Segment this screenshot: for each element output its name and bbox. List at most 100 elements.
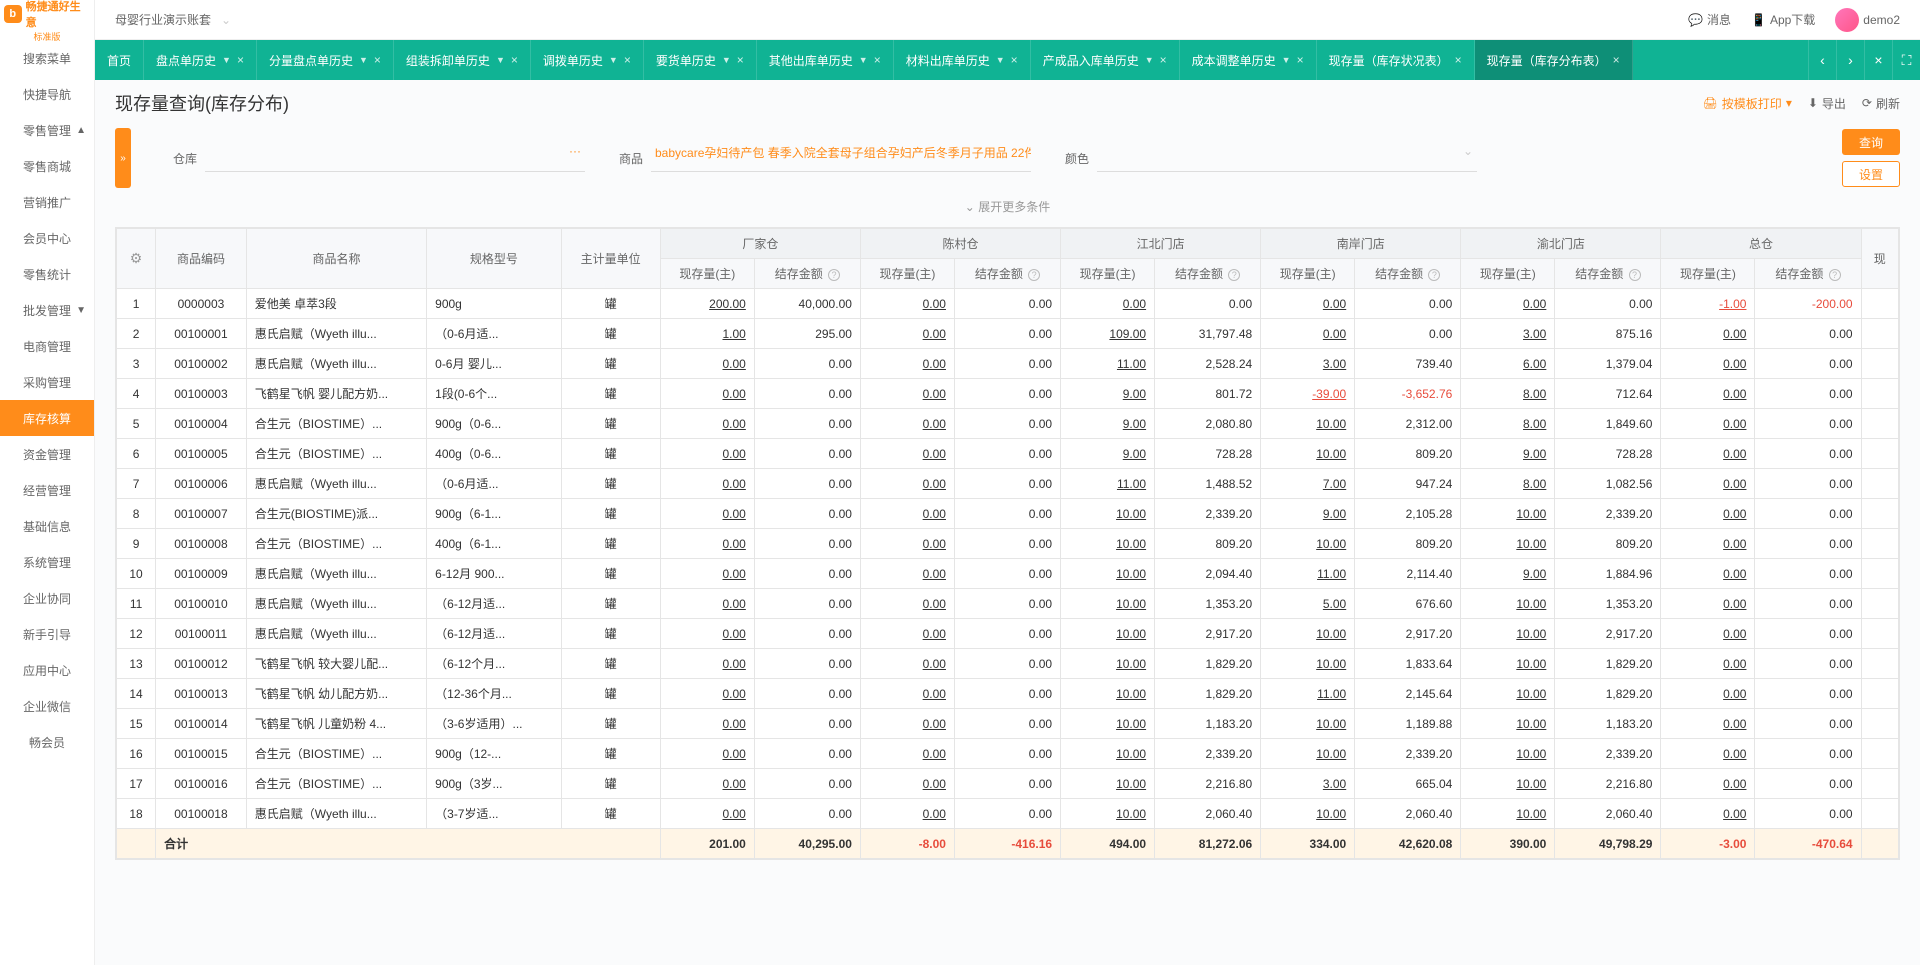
qty-cell[interactable]: 11.00 <box>1261 679 1355 709</box>
qty-cell[interactable]: 5.00 <box>1261 589 1355 619</box>
sidebar-item[interactable]: 资金管理 <box>0 436 94 472</box>
qty-cell[interactable]: 9.00 <box>1061 379 1155 409</box>
tab[interactable]: 其他出库单历史▼× <box>757 40 894 80</box>
app-download-link[interactable]: 📱App下载 <box>1751 11 1815 28</box>
sidebar-item[interactable]: 库存核算 <box>0 400 94 436</box>
qty-cell[interactable]: 0.00 <box>1661 649 1755 679</box>
expand-more-filters-button[interactable]: ⌄ 展开更多条件 <box>115 194 1900 219</box>
qty-cell[interactable]: 10.00 <box>1261 409 1355 439</box>
qty-cell[interactable]: 3.00 <box>1261 769 1355 799</box>
sidebar-item[interactable]: 批发管理▼ <box>0 292 94 328</box>
qty-cell[interactable]: 0.00 <box>860 799 954 829</box>
qty-cell[interactable]: 10.00 <box>1061 769 1155 799</box>
qty-cell[interactable]: 9.00 <box>1261 499 1355 529</box>
sidebar-item[interactable]: 应用中心 <box>0 652 94 688</box>
qty-cell[interactable]: 10.00 <box>1061 619 1155 649</box>
qty-cell[interactable]: 10.00 <box>1261 529 1355 559</box>
fullscreen-button[interactable]: ⛶ <box>1892 40 1920 80</box>
close-icon[interactable]: × <box>1160 53 1167 67</box>
qty-cell[interactable]: 8.00 <box>1461 409 1555 439</box>
qty-cell[interactable]: 0.00 <box>660 559 754 589</box>
qty-cell[interactable]: 10.00 <box>1061 529 1155 559</box>
qty-cell[interactable]: 0.00 <box>1461 289 1555 319</box>
sidebar-item[interactable]: 营销推广 <box>0 184 94 220</box>
qty-cell[interactable]: 0.00 <box>1261 289 1355 319</box>
qty-cell[interactable]: -39.00 <box>1261 379 1355 409</box>
qty-cell[interactable]: 0.00 <box>1661 799 1755 829</box>
close-icon[interactable]: × <box>737 53 744 67</box>
sidebar-item[interactable]: 采购管理 <box>0 364 94 400</box>
sidebar-item[interactable]: 经营管理 <box>0 472 94 508</box>
user-menu[interactable]: demo2 <box>1835 8 1900 32</box>
qty-cell[interactable]: 10.00 <box>1261 649 1355 679</box>
qty-cell[interactable]: 0.00 <box>1661 469 1755 499</box>
export-button[interactable]: ⬇导出 <box>1808 95 1846 112</box>
qty-cell[interactable]: 10.00 <box>1461 589 1555 619</box>
qty-cell[interactable]: 9.00 <box>1061 409 1155 439</box>
tab[interactable]: 组装拆卸单历史▼× <box>394 40 531 80</box>
qty-cell[interactable]: 0.00 <box>1661 619 1755 649</box>
qty-cell[interactable]: 0.00 <box>1661 439 1755 469</box>
qty-cell[interactable]: 8.00 <box>1461 469 1555 499</box>
sidebar-item[interactable]: 系统管理 <box>0 544 94 580</box>
qty-cell[interactable]: 0.00 <box>1261 319 1355 349</box>
tab[interactable]: 首页 <box>95 40 144 80</box>
collapse-filters-button[interactable]: » <box>115 128 131 188</box>
qty-cell[interactable]: 0.00 <box>860 679 954 709</box>
qty-cell[interactable]: 10.00 <box>1461 499 1555 529</box>
sidebar-item[interactable]: 零售统计 <box>0 256 94 292</box>
sidebar-item[interactable]: 新手引导 <box>0 616 94 652</box>
qty-cell[interactable]: 0.00 <box>860 289 954 319</box>
qty-cell[interactable]: 0.00 <box>660 529 754 559</box>
qty-cell[interactable]: 0.00 <box>1661 679 1755 709</box>
qty-cell[interactable]: 0.00 <box>660 709 754 739</box>
qty-cell[interactable]: 0.00 <box>860 319 954 349</box>
qty-cell[interactable]: 9.00 <box>1461 559 1555 589</box>
qty-cell[interactable]: 10.00 <box>1461 649 1555 679</box>
tab[interactable]: 材料出库单历史▼× <box>894 40 1031 80</box>
close-icon[interactable]: × <box>874 53 881 67</box>
qty-cell[interactable]: 10.00 <box>1061 709 1155 739</box>
qty-cell[interactable]: 0.00 <box>660 679 754 709</box>
qty-cell[interactable]: 3.00 <box>1461 319 1555 349</box>
close-icon[interactable]: × <box>1011 53 1018 67</box>
qty-cell[interactable]: 0.00 <box>660 769 754 799</box>
qty-cell[interactable]: 10.00 <box>1061 499 1155 529</box>
qty-cell[interactable]: 0.00 <box>660 739 754 769</box>
tabs-prev-button[interactable]: ‹ <box>1808 40 1836 80</box>
tabs-next-button[interactable]: › <box>1836 40 1864 80</box>
qty-cell[interactable]: 0.00 <box>860 559 954 589</box>
qty-cell[interactable]: 6.00 <box>1461 349 1555 379</box>
qty-cell[interactable]: 0.00 <box>860 379 954 409</box>
qty-cell[interactable]: 11.00 <box>1061 469 1155 499</box>
qty-cell[interactable]: 9.00 <box>1461 439 1555 469</box>
query-button[interactable]: 查询 <box>1842 129 1900 155</box>
close-icon[interactable]: × <box>624 53 631 67</box>
sidebar-item[interactable]: 企业协同 <box>0 580 94 616</box>
qty-cell[interactable]: 10.00 <box>1461 529 1555 559</box>
qty-cell[interactable]: 0.00 <box>660 589 754 619</box>
qty-cell[interactable]: 10.00 <box>1061 739 1155 769</box>
qty-cell[interactable]: 0.00 <box>860 769 954 799</box>
qty-cell[interactable]: 0.00 <box>660 349 754 379</box>
qty-cell[interactable]: 0.00 <box>860 529 954 559</box>
sidebar-item[interactable]: 快捷导航 <box>0 76 94 112</box>
qty-cell[interactable]: -1.00 <box>1661 289 1755 319</box>
qty-cell[interactable]: 10.00 <box>1061 649 1155 679</box>
sidebar-item[interactable]: 基础信息 <box>0 508 94 544</box>
sidebar-item[interactable]: 搜索菜单 <box>0 40 94 76</box>
qty-cell[interactable]: 10.00 <box>1061 589 1155 619</box>
qty-cell[interactable]: 0.00 <box>860 439 954 469</box>
qty-cell[interactable]: 0.00 <box>1661 529 1755 559</box>
close-icon[interactable]: × <box>1297 53 1304 67</box>
tabs-close-all-button[interactable]: × <box>1864 40 1892 80</box>
qty-cell[interactable]: 10.00 <box>1461 739 1555 769</box>
qty-cell[interactable]: 0.00 <box>860 589 954 619</box>
qty-cell[interactable]: 0.00 <box>1661 349 1755 379</box>
color-filter-input[interactable]: ⌄ <box>1097 144 1477 172</box>
sidebar-item[interactable]: 电商管理 <box>0 328 94 364</box>
qty-cell[interactable]: 10.00 <box>1461 679 1555 709</box>
sidebar-item[interactable]: 会员中心 <box>0 220 94 256</box>
qty-cell[interactable]: 109.00 <box>1061 319 1155 349</box>
qty-cell[interactable]: 0.00 <box>1661 379 1755 409</box>
